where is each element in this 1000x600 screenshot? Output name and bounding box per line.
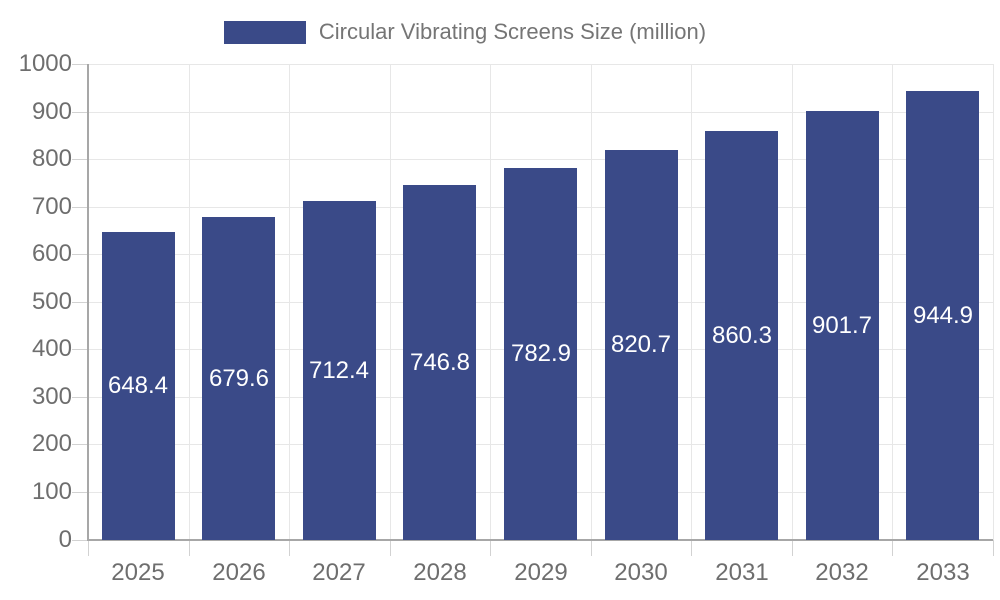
v-gridline bbox=[691, 64, 692, 540]
x-tick-label: 2026 bbox=[212, 559, 266, 586]
y-tick-mark bbox=[72, 492, 88, 493]
x-tick-label: 2031 bbox=[715, 559, 769, 586]
y-tick-mark bbox=[72, 254, 88, 255]
bar-value-label: 679.6 bbox=[208, 365, 270, 392]
x-tick-label: 2027 bbox=[312, 559, 366, 586]
x-tick-label: 2029 bbox=[514, 559, 568, 586]
bar bbox=[102, 232, 175, 540]
bar-value-label: 648.4 bbox=[107, 372, 169, 399]
x-tick-mark bbox=[591, 539, 592, 556]
y-tick-mark bbox=[72, 349, 88, 350]
bar bbox=[705, 131, 778, 540]
x-tick-mark bbox=[189, 539, 190, 556]
x-tick-mark bbox=[390, 539, 391, 556]
x-tick-label: 2032 bbox=[815, 559, 869, 586]
v-gridline bbox=[591, 64, 592, 540]
y-tick-label: 1000 bbox=[18, 50, 72, 77]
v-gridline bbox=[792, 64, 793, 540]
h-gridline bbox=[88, 112, 993, 113]
y-tick-mark bbox=[72, 444, 88, 445]
bar-value-label: 782.9 bbox=[510, 340, 572, 367]
y-tick-mark bbox=[72, 112, 88, 113]
x-tick-mark bbox=[792, 539, 793, 556]
legend-row: Circular Vibrating Screens Size (million… bbox=[223, 19, 707, 45]
bar bbox=[806, 111, 879, 540]
y-tick-label: 400 bbox=[31, 335, 72, 362]
v-gridline bbox=[189, 64, 190, 540]
y-tick-label: 900 bbox=[31, 98, 72, 125]
y-tick-mark bbox=[72, 540, 88, 541]
bar bbox=[504, 168, 577, 540]
bar bbox=[202, 217, 275, 540]
y-tick-label: 500 bbox=[31, 288, 72, 315]
y-tick-label: 700 bbox=[31, 193, 72, 220]
x-tick-mark bbox=[88, 539, 89, 556]
bar bbox=[403, 185, 476, 540]
y-tick-label: 300 bbox=[31, 383, 72, 410]
legend: Circular Vibrating Screens Size (million… bbox=[0, 19, 1000, 45]
legend-label: Circular Vibrating Screens Size (million… bbox=[318, 19, 707, 44]
bar bbox=[303, 201, 376, 540]
bar-value-label: 944.9 bbox=[912, 302, 974, 329]
y-tick-label: 0 bbox=[58, 526, 72, 553]
v-gridline bbox=[390, 64, 391, 540]
y-tick-label: 600 bbox=[31, 240, 72, 267]
x-tick-mark bbox=[892, 539, 893, 556]
bar-value-label: 712.4 bbox=[308, 357, 370, 384]
x-tick-mark bbox=[289, 539, 290, 556]
legend-swatch bbox=[223, 20, 306, 44]
bar bbox=[906, 91, 979, 540]
bar-value-label: 860.3 bbox=[711, 322, 773, 349]
bar bbox=[605, 150, 678, 540]
v-gridline bbox=[289, 64, 290, 540]
x-tick-label: 2033 bbox=[916, 559, 970, 586]
x-tick-label: 2028 bbox=[413, 559, 467, 586]
x-tick-label: 2030 bbox=[614, 559, 668, 586]
v-gridline bbox=[490, 64, 491, 540]
y-tick-mark bbox=[72, 397, 88, 398]
x-tick-mark bbox=[691, 539, 692, 556]
h-gridline bbox=[88, 159, 993, 160]
y-tick-label: 100 bbox=[31, 478, 72, 505]
y-tick-mark bbox=[72, 159, 88, 160]
x-tick-label: 2025 bbox=[111, 559, 165, 586]
y-tick-mark bbox=[72, 64, 88, 65]
x-tick-mark bbox=[490, 539, 491, 556]
y-tick-mark bbox=[72, 207, 88, 208]
bar-value-label: 901.7 bbox=[811, 312, 873, 339]
h-gridline bbox=[88, 64, 993, 65]
y-tick-label: 200 bbox=[31, 430, 72, 457]
v-gridline bbox=[993, 64, 994, 540]
y-tick-label: 800 bbox=[31, 145, 72, 172]
y-axis-line bbox=[87, 64, 89, 540]
bar-value-label: 820.7 bbox=[610, 331, 672, 358]
y-tick-mark bbox=[72, 302, 88, 303]
v-gridline bbox=[892, 64, 893, 540]
x-tick-mark bbox=[993, 539, 994, 556]
bar-value-label: 746.8 bbox=[409, 349, 471, 376]
